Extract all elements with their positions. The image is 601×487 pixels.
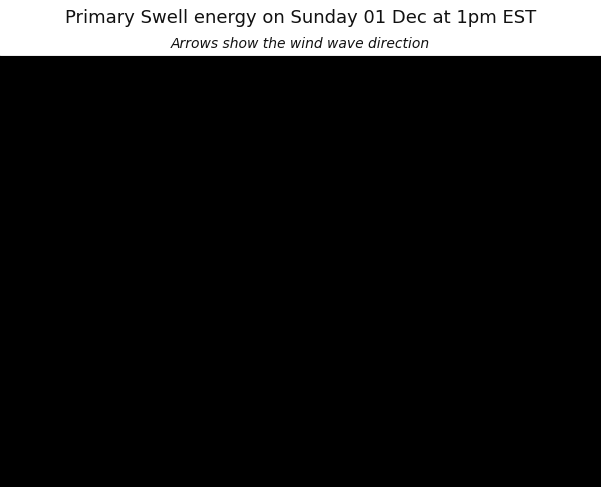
Text: Arrows show the wind wave direction: Arrows show the wind wave direction [171,37,430,51]
Text: Primary Swell energy on Sunday 01 Dec at 1pm EST: Primary Swell energy on Sunday 01 Dec at… [65,9,536,27]
